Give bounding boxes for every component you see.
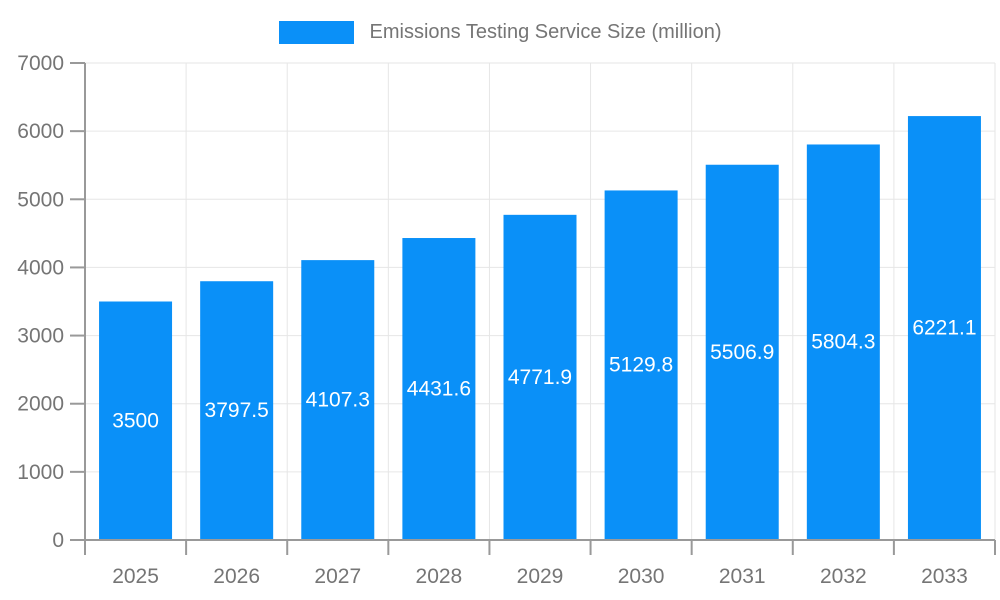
bar-2031 xyxy=(705,164,779,541)
legend-label: Emissions Testing Service Size (million) xyxy=(369,20,722,43)
bar-value-label: 4107.3 xyxy=(306,389,370,412)
bar-value-label: 3797.5 xyxy=(205,399,269,422)
x-tick-label: 2033 xyxy=(921,565,968,588)
y-tick-label: 4000 xyxy=(17,256,64,279)
bar-2033 xyxy=(907,116,981,540)
bar-2029 xyxy=(503,214,577,540)
y-tick-label: 3000 xyxy=(17,325,64,348)
x-tick-label: 2030 xyxy=(618,565,665,588)
bar-value-label: 4771.9 xyxy=(508,366,572,389)
x-tick-label: 2028 xyxy=(416,565,463,588)
y-tick-label: 6000 xyxy=(17,120,64,143)
bar-value-label: 6221.1 xyxy=(912,317,976,340)
bar-2030 xyxy=(604,190,678,540)
bar-value-label: 5804.3 xyxy=(811,331,875,354)
bar-2032 xyxy=(806,144,880,541)
bar-2025 xyxy=(99,301,173,540)
x-tick-label: 2029 xyxy=(517,565,564,588)
bar-2027 xyxy=(301,260,375,540)
bar-value-label: 3500 xyxy=(112,409,159,432)
x-tick-label: 2031 xyxy=(719,565,766,588)
bar-2028 xyxy=(402,238,476,540)
y-tick-label: 7000 xyxy=(17,52,64,75)
y-tick-label: 5000 xyxy=(17,188,64,211)
chart-legend: Emissions Testing Service Size (million) xyxy=(0,0,1000,56)
bar-value-label: 5129.8 xyxy=(609,354,673,377)
y-tick-label: 2000 xyxy=(17,393,64,416)
x-tick-label: 2032 xyxy=(820,565,867,588)
bar-value-label: 4431.6 xyxy=(407,378,471,401)
y-tick-label: 0 xyxy=(52,529,64,552)
bar-2026 xyxy=(200,281,274,540)
x-tick-label: 2027 xyxy=(314,565,361,588)
x-tick-label: 2026 xyxy=(213,565,260,588)
x-tick-label: 2025 xyxy=(112,565,159,588)
y-tick-label: 1000 xyxy=(17,461,64,484)
legend-swatch xyxy=(278,20,354,44)
bar-value-label: 5506.9 xyxy=(710,341,774,364)
